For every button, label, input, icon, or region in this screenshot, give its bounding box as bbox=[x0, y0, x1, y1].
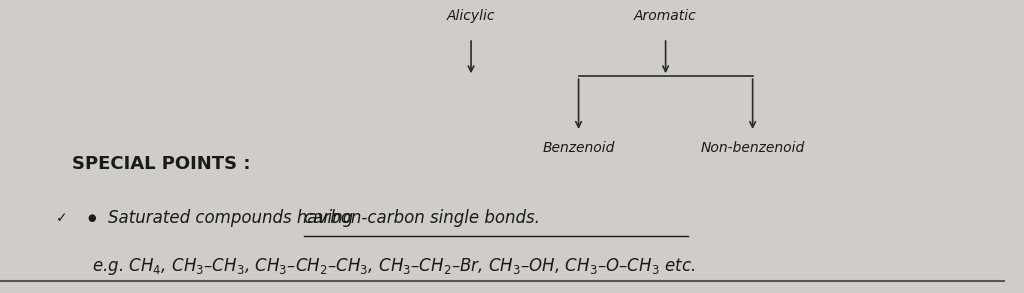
Text: e.g. CH$_4$, CH$_3$–CH$_3$, CH$_3$–CH$_2$–CH$_3$, CH$_3$–CH$_2$–Br, CH$_3$–OH, C: e.g. CH$_4$, CH$_3$–CH$_3$, CH$_3$–CH$_2… bbox=[92, 256, 695, 277]
Text: Aromatic: Aromatic bbox=[634, 9, 697, 23]
Text: Saturated compounds having: Saturated compounds having bbox=[108, 209, 358, 227]
Text: Non-benzenoid: Non-benzenoid bbox=[700, 141, 805, 155]
Text: Alicylic: Alicylic bbox=[446, 9, 496, 23]
Text: Benzenoid: Benzenoid bbox=[543, 141, 614, 155]
Text: ✓: ✓ bbox=[56, 211, 68, 225]
Text: SPECIAL POINTS :: SPECIAL POINTS : bbox=[72, 155, 250, 173]
Text: carbon-carbon single bonds.: carbon-carbon single bonds. bbox=[304, 209, 540, 227]
Text: ●: ● bbox=[87, 213, 95, 223]
